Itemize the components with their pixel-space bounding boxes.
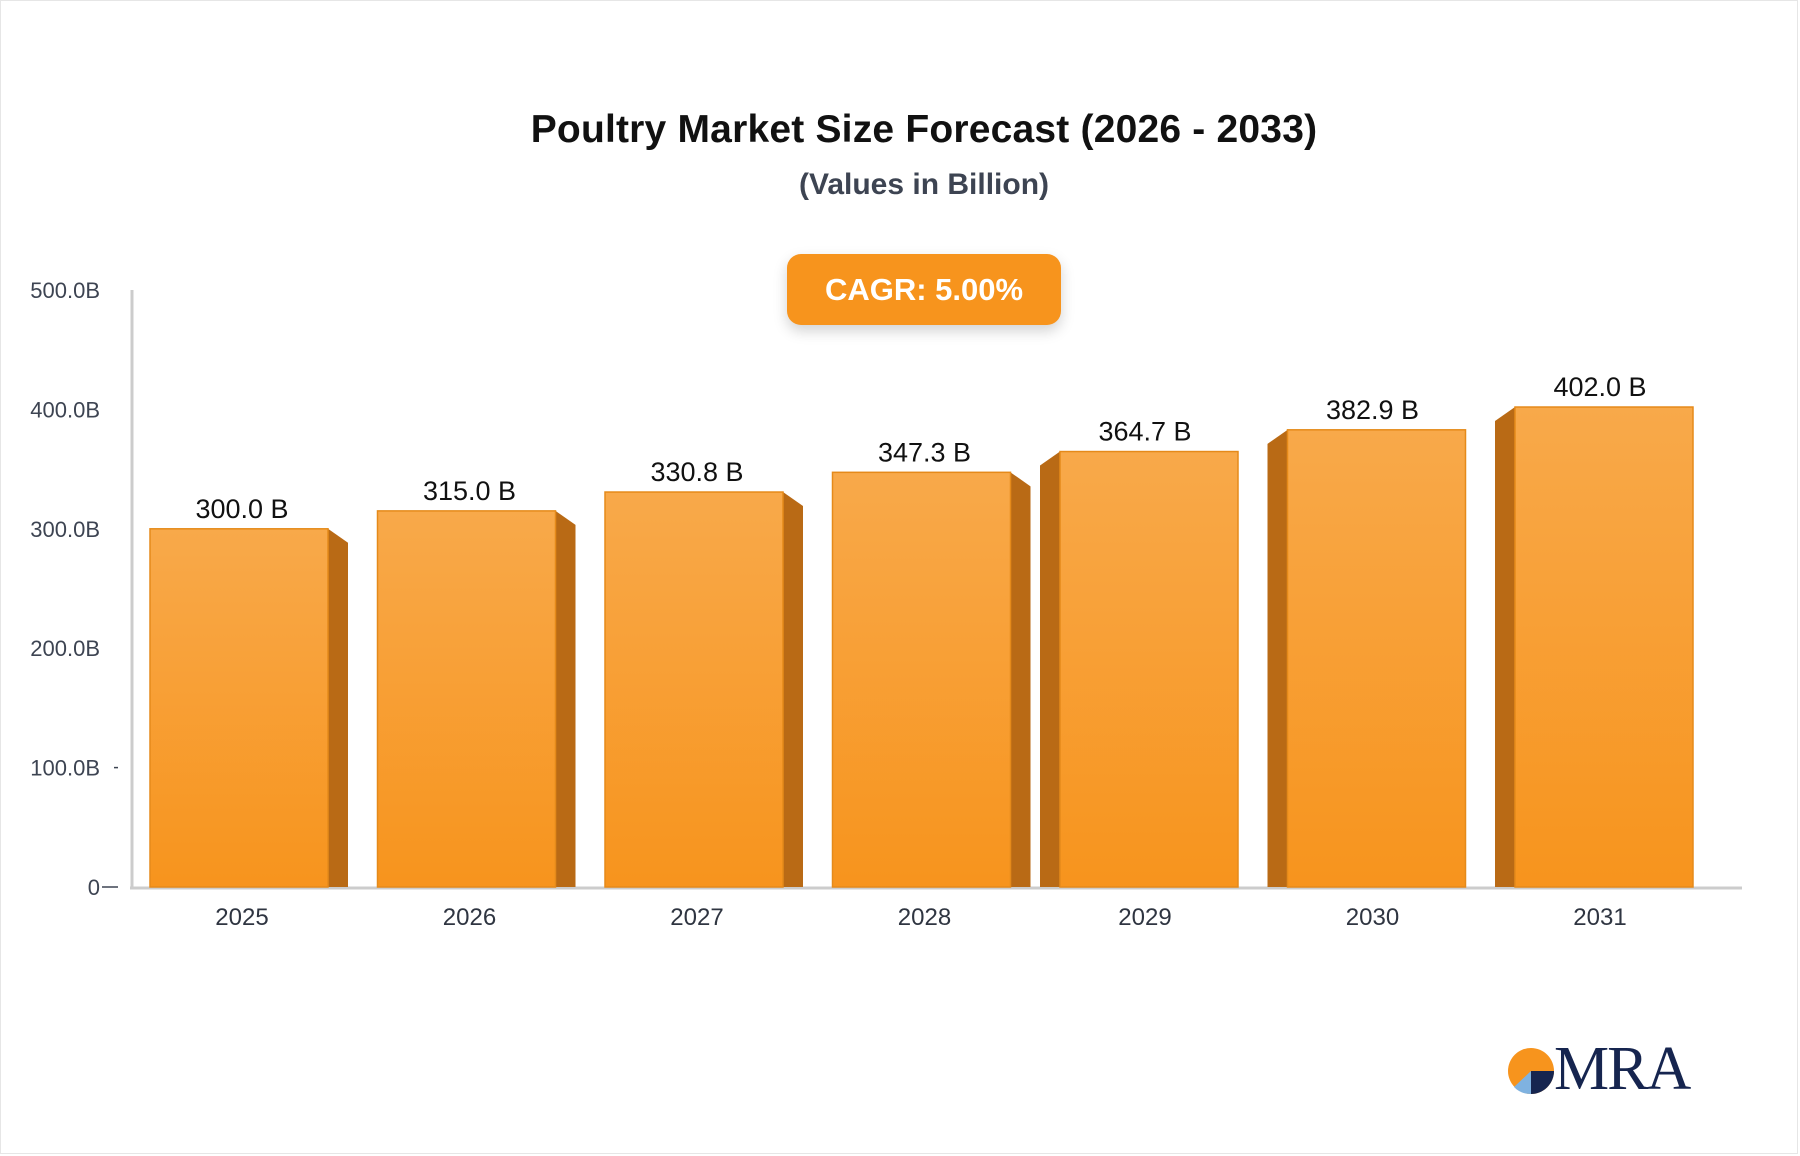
bar-side bbox=[328, 528, 348, 887]
y-tick-label: 300.0B bbox=[30, 517, 100, 542]
bar-side bbox=[1267, 429, 1288, 887]
bar bbox=[149, 528, 329, 888]
y-tick-label: 100.0B bbox=[30, 756, 100, 781]
bar bbox=[1286, 429, 1467, 888]
bar-value-label: 315.0 B bbox=[423, 476, 516, 506]
bar-value-label: 330.8 B bbox=[650, 457, 743, 487]
y-tick-label: 500.0B bbox=[30, 278, 100, 303]
cagr-badge: CAGR: 5.00% bbox=[787, 254, 1061, 325]
bar-value-label: 300.0 B bbox=[195, 494, 288, 524]
bar bbox=[604, 491, 784, 888]
logo-pie-icon bbox=[1508, 1048, 1554, 1095]
bar-side bbox=[1040, 451, 1060, 887]
bar-side bbox=[1495, 407, 1515, 887]
x-tick-label: 2025 bbox=[215, 904, 268, 931]
bar-side bbox=[1010, 472, 1031, 887]
bar-side bbox=[783, 492, 803, 887]
bar bbox=[831, 471, 1012, 888]
chart-title: Poultry Market Size Forecast (2026 - 203… bbox=[530, 108, 1318, 151]
bar bbox=[376, 510, 557, 888]
x-tick-label: 2029 bbox=[1118, 904, 1171, 931]
brand-logo: MRA bbox=[1506, 1035, 1696, 1103]
bar-value-label: 382.9 B bbox=[1326, 395, 1419, 425]
bar-side bbox=[555, 510, 576, 887]
bar-value-label: 347.3 B bbox=[878, 437, 971, 467]
x-tick-label: 2028 bbox=[898, 904, 951, 931]
bar-value-label: 364.7 B bbox=[1098, 417, 1191, 447]
y-tick-label: 200.0B bbox=[30, 636, 100, 661]
x-tick-label: 2031 bbox=[1573, 904, 1626, 931]
y-tick-label: 0 bbox=[88, 875, 100, 900]
x-tick-label: 2030 bbox=[1346, 904, 1399, 931]
logo-text: MRA bbox=[1554, 1035, 1691, 1103]
bar-value-label: 402.0 B bbox=[1553, 372, 1646, 402]
x-tick-label: 2027 bbox=[670, 904, 723, 931]
bar bbox=[1514, 406, 1694, 888]
bar bbox=[1059, 450, 1239, 888]
y-tick-label: 400.0B bbox=[30, 397, 100, 422]
x-tick-label: 2026 bbox=[443, 904, 496, 931]
chart-subtitle: (Values in Billion) bbox=[798, 168, 1050, 201]
